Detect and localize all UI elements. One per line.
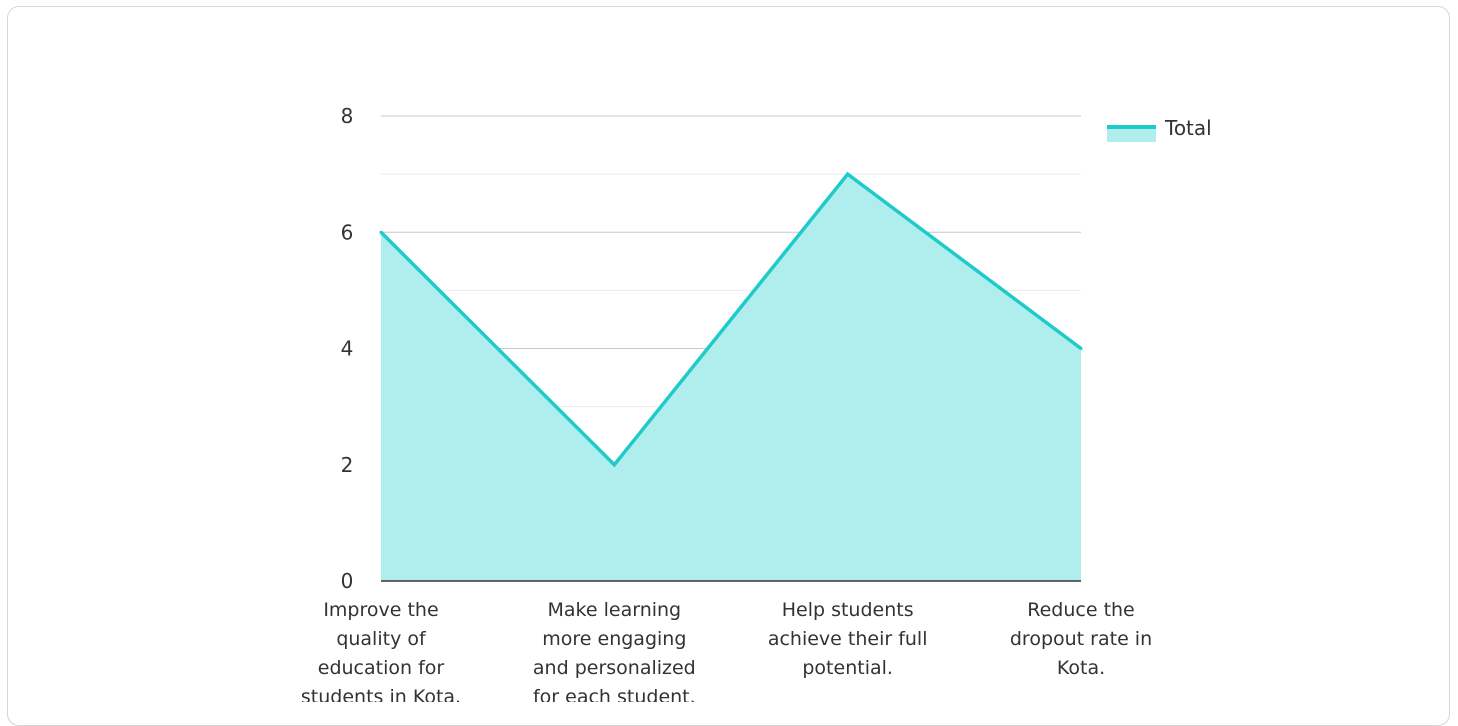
x-axis-categories: Improve the quality of education for studen… [301,599,1152,702]
area-layer [379,171,1083,582]
x-category-line: Reduce the [1027,599,1135,621]
x-category-line: Improve the [323,599,438,621]
x-category-label: Help students achieve their full potential… [768,599,928,679]
data-point[interactable] [379,230,383,234]
x-category-line: achieve their full [768,628,928,650]
x-category-line: Make learning [548,599,682,621]
x-category-line: dropout rate in [1010,628,1152,650]
series-total-area [381,174,1081,581]
x-category-line: students in Kota. [301,686,461,702]
series-total-line [379,171,1083,468]
y-tick-label: 6 [341,220,354,244]
legend-swatch-fill [1107,126,1156,142]
x-category-line: education for [318,657,445,679]
x-category-label: Reduce the dropout rate in Kota. [1010,599,1152,679]
data-point[interactable] [846,172,850,176]
y-axis-ticks: 0 2 4 6 8 [341,104,354,593]
data-point[interactable] [612,463,616,467]
x-category-line: for each student. [533,686,696,702]
x-category-line: and personalized [533,657,696,679]
legend-label-total: Total [1164,116,1212,140]
x-category-label: Improve the quality of education for studen… [301,599,461,702]
x-category-line: more engaging [542,628,686,650]
legend[interactable]: Total [1107,116,1212,142]
x-category-label: Make learning more engaging and personaliz… [533,599,696,702]
y-tick-label: 2 [341,453,354,477]
x-category-line: quality of [336,628,427,650]
y-tick-label: 8 [341,104,354,128]
area-chart: 0 2 4 6 8 Improve the quality of education for… [301,104,1212,702]
x-category-line: Kota. [1057,657,1105,679]
y-tick-label: 4 [341,337,354,361]
y-tick-label: 0 [341,569,354,593]
data-point[interactable] [1079,347,1083,350]
x-category-line: potential. [802,657,893,679]
x-category-line: Help students [782,599,914,621]
